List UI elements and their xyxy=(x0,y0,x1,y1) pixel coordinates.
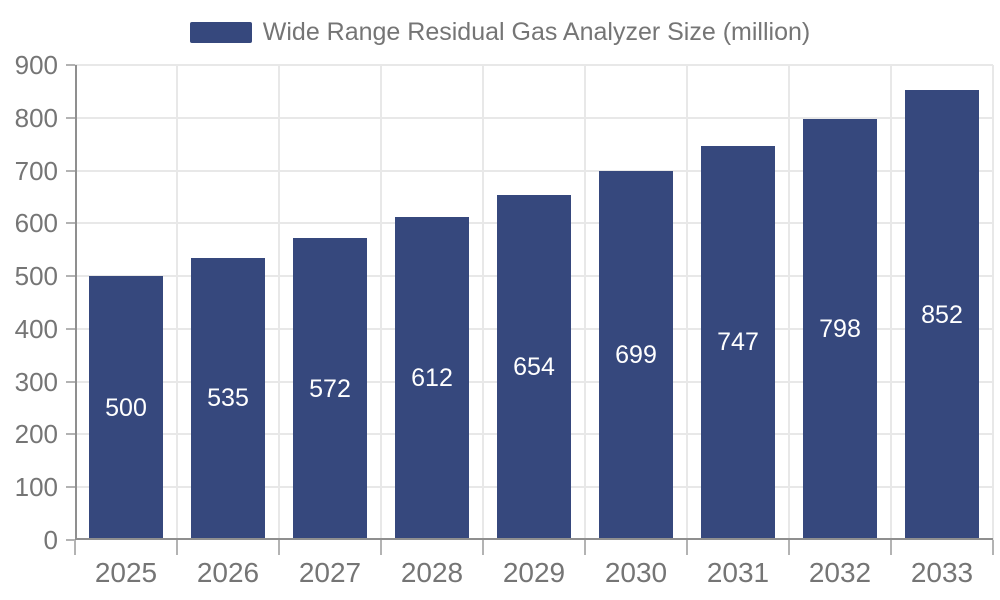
y-axis-tick xyxy=(66,327,75,330)
x-axis-tick-label: 2025 xyxy=(94,557,158,588)
y-axis-tick xyxy=(66,169,75,172)
y-axis-tick xyxy=(66,116,75,119)
x-axis-tick-label: 2032 xyxy=(808,557,872,588)
y-axis-tick xyxy=(66,486,75,489)
bar[interactable]: 852 xyxy=(905,90,979,540)
x-axis-tick-label: 2028 xyxy=(400,557,464,588)
plot-area: 500 535 572 612 654 699 747 798 852 xyxy=(75,64,994,540)
x-axis-line xyxy=(75,538,993,540)
x-axis-tick-label: 2029 xyxy=(502,557,566,588)
gridline-horizontal xyxy=(75,64,993,66)
x-axis-tick xyxy=(176,540,178,555)
gridline-horizontal xyxy=(75,116,993,119)
bar[interactable]: 572 xyxy=(293,238,367,540)
gridline-vertical xyxy=(278,65,280,540)
y-axis-tick-label: 400 xyxy=(14,313,58,344)
y-axis-tick-label: 900 xyxy=(14,50,58,80)
gridline-vertical xyxy=(788,65,790,540)
y-axis-tick-label: 100 xyxy=(14,472,58,503)
x-axis-tick xyxy=(74,540,76,555)
x-axis-tick xyxy=(788,540,790,555)
gridline-vertical xyxy=(482,65,484,540)
x-axis-tick-label: 2026 xyxy=(196,557,260,588)
gridline-vertical xyxy=(176,65,178,540)
y-axis-tick xyxy=(66,433,75,436)
bar-value-label: 798 xyxy=(819,314,861,343)
x-axis-tick xyxy=(482,540,484,555)
bar[interactable]: 747 xyxy=(701,145,775,540)
bar-value-label: 535 xyxy=(207,384,249,413)
y-axis-tick xyxy=(66,380,75,383)
y-axis-tick-label: 0 xyxy=(43,525,58,555)
gridline-vertical xyxy=(686,65,688,540)
bar-value-label: 572 xyxy=(309,374,351,403)
y-axis-line xyxy=(75,65,77,540)
bar-value-label: 654 xyxy=(513,352,555,381)
y-axis-tick-label: 800 xyxy=(14,102,58,133)
bar-value-label: 500 xyxy=(105,393,147,422)
x-axis-tick xyxy=(992,540,994,555)
bar-value-label: 699 xyxy=(615,341,657,370)
y-axis-tick xyxy=(66,64,75,66)
legend-label: Wide Range Residual Gas Analyzer Size (m… xyxy=(262,18,811,46)
x-axis-tick-label: 2031 xyxy=(706,557,770,588)
bar[interactable]: 654 xyxy=(497,194,571,540)
x-axis-tick xyxy=(278,540,280,555)
y-axis-tick xyxy=(66,222,75,225)
gridline-vertical xyxy=(992,65,994,540)
y-axis-tick-label: 700 xyxy=(14,155,58,186)
bar[interactable]: 500 xyxy=(89,276,163,540)
gridline-vertical xyxy=(890,65,892,540)
legend-swatch xyxy=(189,21,252,43)
bar[interactable]: 699 xyxy=(599,171,673,540)
bar[interactable]: 798 xyxy=(803,118,877,540)
y-axis-tick xyxy=(66,539,75,541)
gridline-vertical xyxy=(380,65,382,540)
x-axis-tick-label: 2027 xyxy=(298,557,362,588)
x-axis-tick xyxy=(584,540,586,555)
x-axis-tick-label: 2030 xyxy=(604,557,668,588)
x-axis-tick-label: 2033 xyxy=(910,557,974,588)
bar[interactable]: 612 xyxy=(395,217,469,540)
y-axis-tick-label: 300 xyxy=(14,366,58,397)
y-axis-tick-label: 500 xyxy=(14,261,58,292)
bar-value-label: 747 xyxy=(717,328,759,357)
x-axis-tick xyxy=(890,540,892,555)
bar-value-label: 612 xyxy=(411,364,453,392)
x-axis-tick xyxy=(686,540,688,555)
y-axis-tick-label: 200 xyxy=(14,419,58,450)
y-axis-tick-label: 600 xyxy=(14,208,58,239)
y-axis-tick xyxy=(66,275,75,278)
x-axis-tick xyxy=(380,540,382,555)
gridline-horizontal xyxy=(75,169,993,172)
bar-value-label: 852 xyxy=(921,300,963,329)
bar[interactable]: 535 xyxy=(191,257,265,540)
gridline-vertical xyxy=(584,65,586,540)
legend-item[interactable]: Wide Range Residual Gas Analyzer Size (m… xyxy=(0,18,1000,46)
